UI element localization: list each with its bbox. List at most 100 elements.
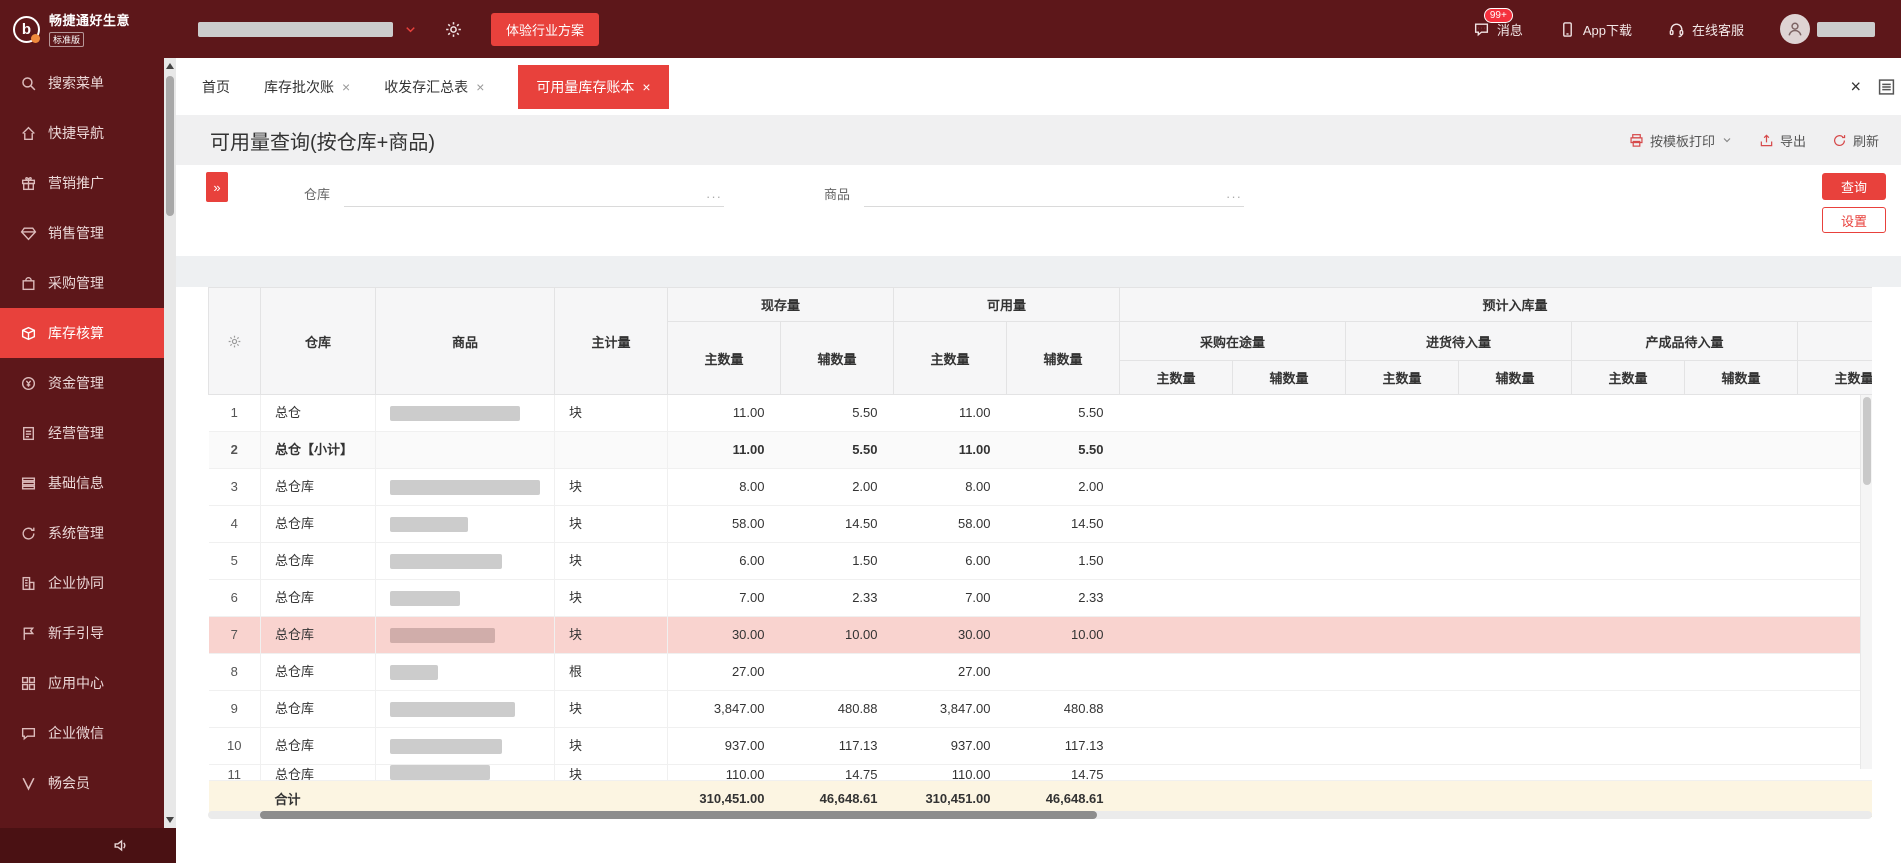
sidebar-item-1[interactable]: 快捷导航 <box>0 108 176 158</box>
sidebar-scrollbar-thumb[interactable] <box>166 76 174 216</box>
product-filter-input[interactable]: ··· <box>864 183 1245 207</box>
sidebar-item-7[interactable]: 经营管理 <box>0 408 176 458</box>
tab-list-icon[interactable] <box>1878 78 1895 95</box>
horizontal-scrollbar-thumb[interactable] <box>260 811 1097 819</box>
messages-button[interactable]: 消息 99+ <box>1473 7 1523 39</box>
topbar-right: 消息 99+ App下载 在线客服 <box>1473 7 1901 44</box>
value-cell <box>1119 579 1233 617</box>
table-row[interactable]: 6 总仓库块 7.00 2.33 7.00 2.33 <box>208 579 1872 617</box>
picker-ellipsis-icon[interactable]: ··· <box>1226 189 1243 204</box>
warehouse-cell: 总仓 <box>260 394 376 432</box>
sidebar-item-10[interactable]: 企业协同 <box>0 558 176 608</box>
export-button[interactable]: 导出 <box>1759 131 1806 150</box>
print-by-template-button[interactable]: 按模板打印 <box>1629 131 1733 150</box>
layers-icon <box>20 475 37 492</box>
total-empty-cell <box>1571 780 1685 817</box>
sidebar-item-12[interactable]: 应用中心 <box>0 658 176 708</box>
picker-ellipsis-icon[interactable]: ··· <box>706 189 723 204</box>
value-cell: 480.88 <box>1006 690 1120 728</box>
tab-2[interactable]: 收发存汇总表 × <box>384 77 484 97</box>
value-cell: 14.75 <box>1006 764 1120 781</box>
export-label: 导出 <box>1779 133 1806 149</box>
user-menu[interactable] <box>1780 14 1875 44</box>
sidebar-item-6[interactable]: 资金管理 <box>0 358 176 408</box>
value-cell <box>1797 727 1872 765</box>
table-row[interactable]: 10 总仓库块 937.00 117.13 937.00 117.13 <box>208 727 1872 765</box>
table-row[interactable]: 9 总仓库块 3,847.00 480.88 3,847.00 480.88 <box>208 690 1872 728</box>
col-qty-aux: 辅数量 <box>1006 321 1121 395</box>
vertical-scrollbar[interactable] <box>1860 395 1872 769</box>
sound-icon[interactable] <box>112 837 129 854</box>
table-row[interactable]: 11 总仓库块 110.00 14.75 110.00 14.75 <box>208 764 1872 781</box>
sidebar-item-11[interactable]: 新手引导 <box>0 608 176 658</box>
tab-0[interactable]: 首页 <box>202 77 230 97</box>
tab-close-icon[interactable]: × <box>476 78 485 95</box>
sidebar-item-2[interactable]: 营销推广 <box>0 158 176 208</box>
scroll-down-arrow-icon[interactable] <box>166 817 174 823</box>
warehouse-filter-field: 仓库 ··· <box>304 183 725 207</box>
unit-cell <box>554 431 668 469</box>
table-row[interactable]: 3 总仓库块 8.00 2.00 8.00 2.00 <box>208 468 1872 506</box>
sidebar-item-3[interactable]: 销售管理 <box>0 208 176 258</box>
sidebar-item-label: 应用中心 <box>48 675 104 691</box>
sidebar-item-8[interactable]: 基础信息 <box>0 458 176 508</box>
value-cell: 117.13 <box>1006 727 1120 765</box>
refresh-label: 刷新 <box>1852 133 1879 149</box>
warehouse-filter-input[interactable]: ··· <box>344 183 725 207</box>
expand-filters-button[interactable]: » <box>206 172 228 202</box>
tab-close-icon[interactable]: × <box>342 78 351 95</box>
refresh-button[interactable]: 刷新 <box>1832 131 1879 150</box>
value-cell: 27.00 <box>667 653 781 691</box>
table-row[interactable]: 7 总仓库块 30.00 10.00 30.00 10.00 <box>208 616 1872 654</box>
value-cell <box>1232 542 1346 580</box>
sidebar-item-9[interactable]: 系统管理 <box>0 508 176 558</box>
sidebar-item-14[interactable]: 畅会员 <box>0 758 176 808</box>
settings-button[interactable]: 设置 <box>1822 207 1886 233</box>
total-empty-cell <box>375 780 555 817</box>
value-cell: 6.00 <box>667 542 781 580</box>
query-button[interactable]: 查询 <box>1822 173 1886 200</box>
app-download-button[interactable]: App下载 <box>1559 20 1632 39</box>
warehouse-cell: 总仓库 <box>260 690 376 728</box>
sidebar-item-label: 资金管理 <box>48 375 104 391</box>
trial-plan-button[interactable]: 体验行业方案 <box>491 12 600 46</box>
unit-cell: 块 <box>554 727 668 765</box>
topbar-gear-icon[interactable] <box>444 20 463 39</box>
value-cell <box>1232 394 1346 432</box>
table-row[interactable]: 4 总仓库块 58.00 14.50 58.00 14.50 <box>208 505 1872 543</box>
sidebar-item-label: 快捷导航 <box>48 125 104 141</box>
close-all-tabs-icon[interactable]: × <box>1850 76 1861 96</box>
table-row[interactable]: 8 总仓库根 27.00 27.00 <box>208 653 1872 691</box>
scroll-up-arrow-icon[interactable] <box>166 63 174 69</box>
app-download-label: App下载 <box>1582 22 1632 38</box>
value-cell: 6.00 <box>893 542 1007 580</box>
total-empty-cell <box>1119 780 1233 817</box>
horizontal-scrollbar[interactable] <box>208 811 1872 819</box>
product-cell <box>375 468 555 506</box>
table-row[interactable]: 2 总仓【小计】 11.00 5.50 11.00 5.50 <box>208 431 1872 469</box>
tab-close-icon[interactable]: × <box>642 78 651 95</box>
product-cell <box>375 431 555 469</box>
value-cell: 110.00 <box>667 764 781 781</box>
value-cell <box>1684 653 1798 691</box>
sidebar-item-13[interactable]: 企业微信 <box>0 708 176 758</box>
column-settings-button[interactable] <box>208 287 261 395</box>
vertical-scrollbar-thumb[interactable] <box>1863 397 1871 485</box>
sidebar-scrollbar[interactable] <box>164 58 176 828</box>
org-selector-dropdown[interactable] <box>198 21 418 37</box>
tab-1[interactable]: 库存批次账 × <box>264 77 350 97</box>
online-support-button[interactable]: 在线客服 <box>1668 20 1744 39</box>
value-cell <box>1458 690 1572 728</box>
value-cell <box>1458 468 1572 506</box>
tab-3[interactable]: 可用量库存账本 × <box>518 64 669 109</box>
redacted-product-name <box>390 479 540 495</box>
col-qty-main: 主数量 <box>1119 360 1234 395</box>
table-row[interactable]: 1 总仓块 11.00 5.50 11.00 5.50 <box>208 394 1872 432</box>
sidebar-item-0[interactable]: 搜索菜单 <box>0 58 176 108</box>
sidebar-item-5[interactable]: 库存核算 <box>0 308 176 358</box>
value-cell: 8.00 <box>667 468 781 506</box>
value-cell <box>1232 468 1346 506</box>
total-label: 合计 <box>260 780 376 817</box>
sidebar-item-4[interactable]: 采购管理 <box>0 258 176 308</box>
table-row[interactable]: 5 总仓库块 6.00 1.50 6.00 1.50 <box>208 542 1872 580</box>
